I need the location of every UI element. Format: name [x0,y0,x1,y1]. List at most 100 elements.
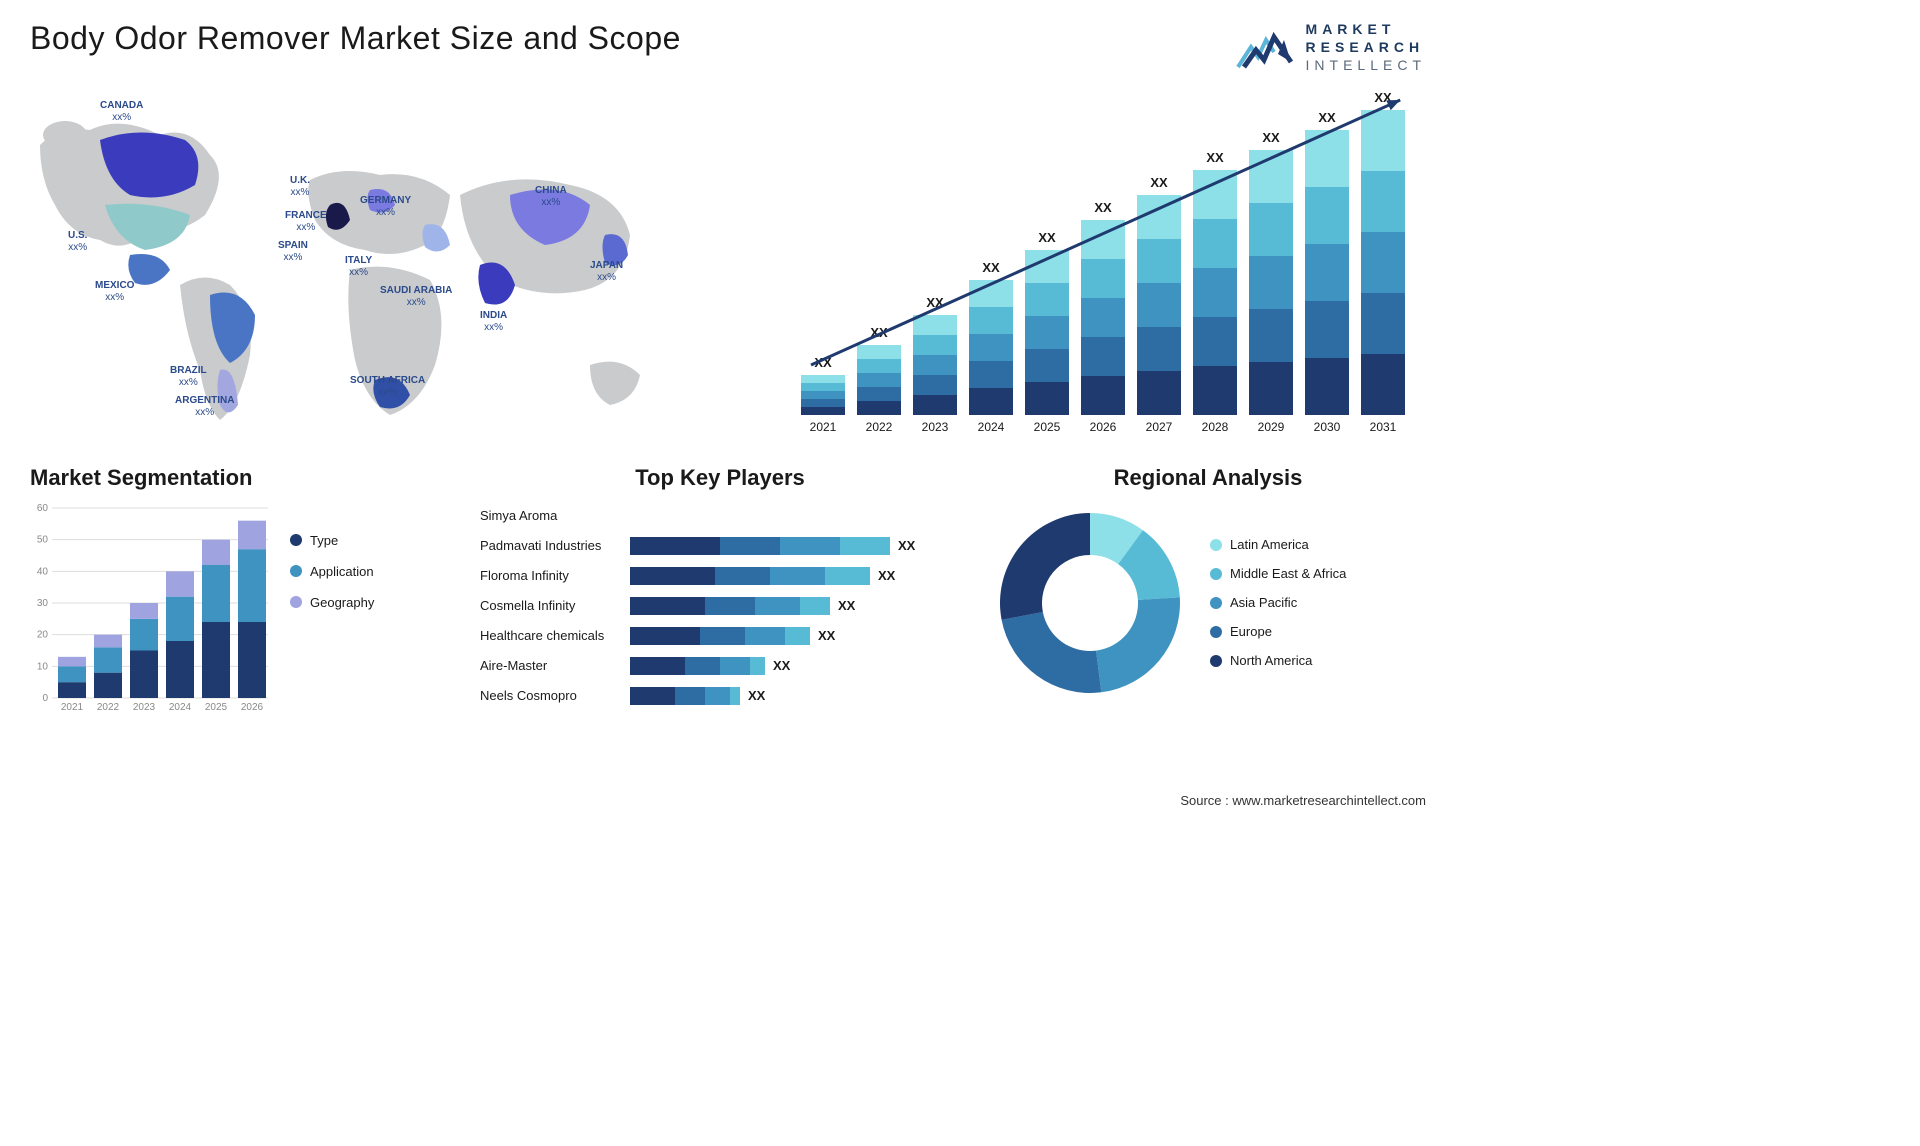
regional-legend-item: Europe [1210,624,1346,639]
regional-legend: Latin America Middle East & Africa Asia Pa… [1210,537,1346,668]
player-name: Padmavati Industries [480,538,630,553]
forecast-bar-seg [913,355,957,375]
forecast-year-label: 2026 [1090,420,1117,434]
map-label-france: FRANCExx% [285,210,327,234]
map-label-italy: ITALYxx% [345,255,372,279]
forecast-year-label: 2031 [1370,420,1397,434]
map-label-germany: GERMANYxx% [360,195,411,219]
player-row: Cosmella InfinityXX [480,593,960,619]
seg-bar-seg [202,622,230,698]
segmentation-panel: Market Segmentation 01020304050602021202… [30,465,450,713]
logo-text: MARKET RESEARCH INTELLECT [1306,20,1426,75]
players-title: Top Key Players [480,465,960,491]
legend-label: North America [1230,653,1312,668]
seg-ytick: 0 [42,693,48,704]
forecast-bar-label: XX [1318,110,1336,125]
player-name: Healthcare chemicals [480,628,630,643]
world-map: CANADAxx%U.S.xx%MEXICOxx%BRAZILxx%ARGENT… [30,85,756,435]
player-bar-seg [720,537,780,555]
legend-dot [290,565,302,577]
player-bar-seg [780,537,840,555]
forecast-bar-seg [1193,366,1237,415]
forecast-bar-seg [857,345,901,359]
forecast-bar-seg [1193,317,1237,366]
seg-bar-seg [202,539,230,564]
forecast-bar-label: XX [1206,150,1224,165]
forecast-bar-seg [913,315,957,335]
forecast-bar-seg [1305,358,1349,415]
forecast-year-label: 2021 [810,420,837,434]
player-value: XX [878,568,895,583]
legend-label: Latin America [1230,537,1309,552]
forecast-bar-seg [1081,298,1125,337]
player-bar [630,597,830,615]
forecast-bar-seg [801,375,845,383]
logo: MARKET RESEARCH INTELLECT [1236,20,1426,75]
page-title: Body Odor Remover Market Size and Scope [30,20,681,57]
header: Body Odor Remover Market Size and Scope … [30,20,1426,75]
forecast-bar-seg [969,334,1013,361]
forecast-bar-seg [1361,171,1405,232]
player-row: Floroma InfinityXX [480,563,960,589]
seg-xtick: 2023 [133,702,156,713]
forecast-bar-seg [1137,371,1181,415]
source-text: Source : www.marketresearchintellect.com [1180,793,1426,808]
player-name: Aire-Master [480,658,630,673]
legend-dot [1210,626,1222,638]
segmentation-chart: 0102030405060202120222023202420252026 [30,503,270,713]
player-bar-seg [630,687,675,705]
player-row: Healthcare chemicalsXX [480,623,960,649]
player-bar-seg [825,567,870,585]
forecast-bar-seg [857,373,901,387]
seg-bar-seg [238,520,266,549]
player-bar-seg [630,537,720,555]
map-label-argentina: ARGENTINAxx% [175,395,234,419]
players-panel: Top Key Players Simya Aroma Padmavati Ind… [480,465,960,713]
forecast-bar-seg [1193,268,1237,317]
forecast-bar-seg [969,361,1013,388]
player-bar-wrap: XX [630,567,960,585]
map-label-southafrica: SOUTH AFRICAxx% [350,375,425,399]
forecast-bar-seg [969,388,1013,415]
player-bar [630,627,810,645]
player-bar-seg [755,597,800,615]
forecast-bar-seg [1249,309,1293,362]
seg-bar-seg [238,549,266,622]
forecast-bar-seg [1025,382,1069,415]
seg-xtick: 2024 [169,702,192,713]
seg-legend-item: Type [290,533,374,548]
forecast-year-label: 2027 [1146,420,1173,434]
legend-label: Type [310,533,338,548]
seg-ytick: 40 [37,566,49,577]
forecast-bar-label: XX [1038,230,1056,245]
forecast-bar-seg [801,399,845,407]
seg-bar-seg [130,650,158,698]
player-bar-seg [730,687,740,705]
player-bar [630,657,765,675]
player-bar-wrap: XX [630,627,960,645]
forecast-bar-seg [801,407,845,415]
forecast-bar-seg [1137,239,1181,283]
regional-panel: Regional Analysis Latin AmericaMiddle Ea… [990,465,1426,713]
player-bar-seg [630,597,705,615]
player-value: XX [773,658,790,673]
seg-bar-seg [130,603,158,619]
forecast-year-label: 2024 [978,420,1005,434]
player-row: Neels CosmoproXX [480,683,960,709]
forecast-bar-seg [857,387,901,401]
map-label-india: INDIAxx% [480,310,507,334]
player-row: Padmavati IndustriesXX [480,533,960,559]
forecast-bar-seg [801,391,845,399]
legend-label: Asia Pacific [1230,595,1297,610]
player-row: Simya Aroma [480,503,960,529]
legend-label: Middle East & Africa [1230,566,1346,581]
forecast-bar-seg [1081,259,1125,298]
seg-bar-seg [94,647,122,672]
players-list: Simya AromaPadmavati IndustriesXXFloroma… [480,503,960,709]
donut-chart [990,503,1190,703]
player-bar-seg [840,537,890,555]
seg-bar-seg [166,596,194,640]
player-bar-seg [675,687,705,705]
bottom-row: Market Segmentation 01020304050602021202… [30,465,1426,713]
legend-dot [1210,568,1222,580]
